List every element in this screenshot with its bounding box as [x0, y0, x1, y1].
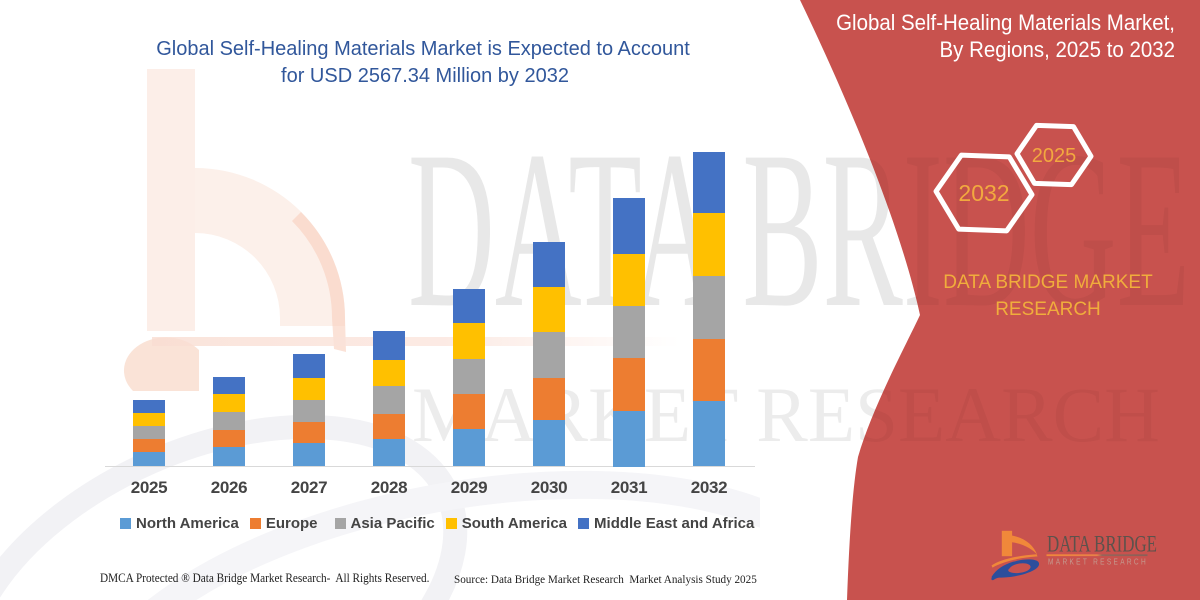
svg-text:DATA BRIDGE: DATA BRIDGE [1047, 532, 1157, 557]
svg-text:2025: 2025 [1032, 145, 1077, 167]
svg-text:2032: 2032 [958, 180, 1009, 206]
svg-text:MARKET RESEARCH: MARKET RESEARCH [1048, 557, 1148, 567]
